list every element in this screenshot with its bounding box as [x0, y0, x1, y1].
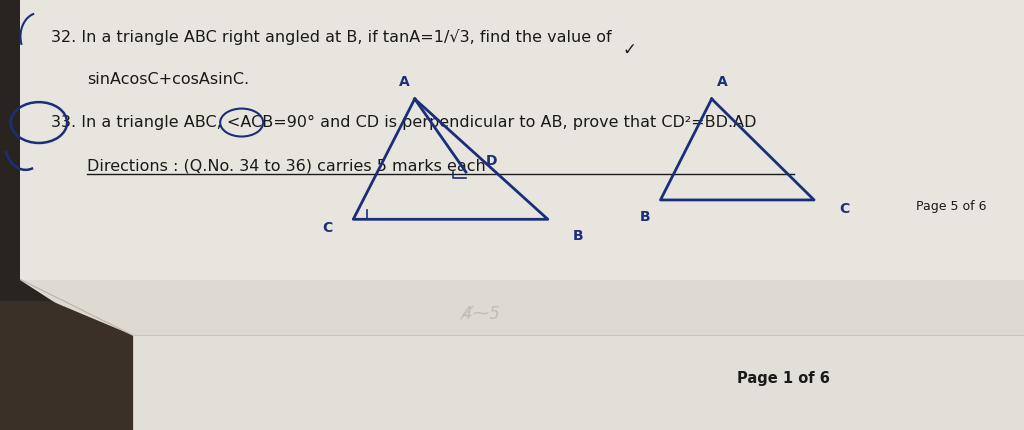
- Text: ✓: ✓: [623, 40, 637, 58]
- Polygon shape: [20, 0, 1024, 280]
- Text: 4̸⁓5: 4̸⁓5: [463, 305, 500, 323]
- Text: C: C: [323, 221, 333, 235]
- Text: Directions : (Q.No. 34 to 36) carries 5 marks each: Directions : (Q.No. 34 to 36) carries 5 …: [87, 158, 485, 173]
- Text: B: B: [573, 230, 584, 243]
- Text: C: C: [840, 202, 850, 215]
- Text: A: A: [717, 75, 727, 89]
- Polygon shape: [20, 280, 1024, 353]
- Polygon shape: [133, 335, 1024, 430]
- Text: sinAcosC+cosAsinC.: sinAcosC+cosAsinC.: [87, 72, 249, 87]
- Text: A: A: [399, 75, 410, 89]
- Text: Page 5 of 6: Page 5 of 6: [916, 200, 987, 213]
- Text: D: D: [485, 154, 498, 168]
- Text: 32. In a triangle ABC right angled at B, if tanA=1/√3, find the value of: 32. In a triangle ABC right angled at B,…: [51, 28, 611, 45]
- Text: 33. In a triangle ABC, <ACB=90° and CD is perpendicular to AB, prove that CD²=BD: 33. In a triangle ABC, <ACB=90° and CD i…: [51, 115, 757, 130]
- Text: Page 1 of 6: Page 1 of 6: [737, 371, 830, 386]
- Text: B: B: [640, 210, 650, 224]
- Polygon shape: [0, 301, 133, 430]
